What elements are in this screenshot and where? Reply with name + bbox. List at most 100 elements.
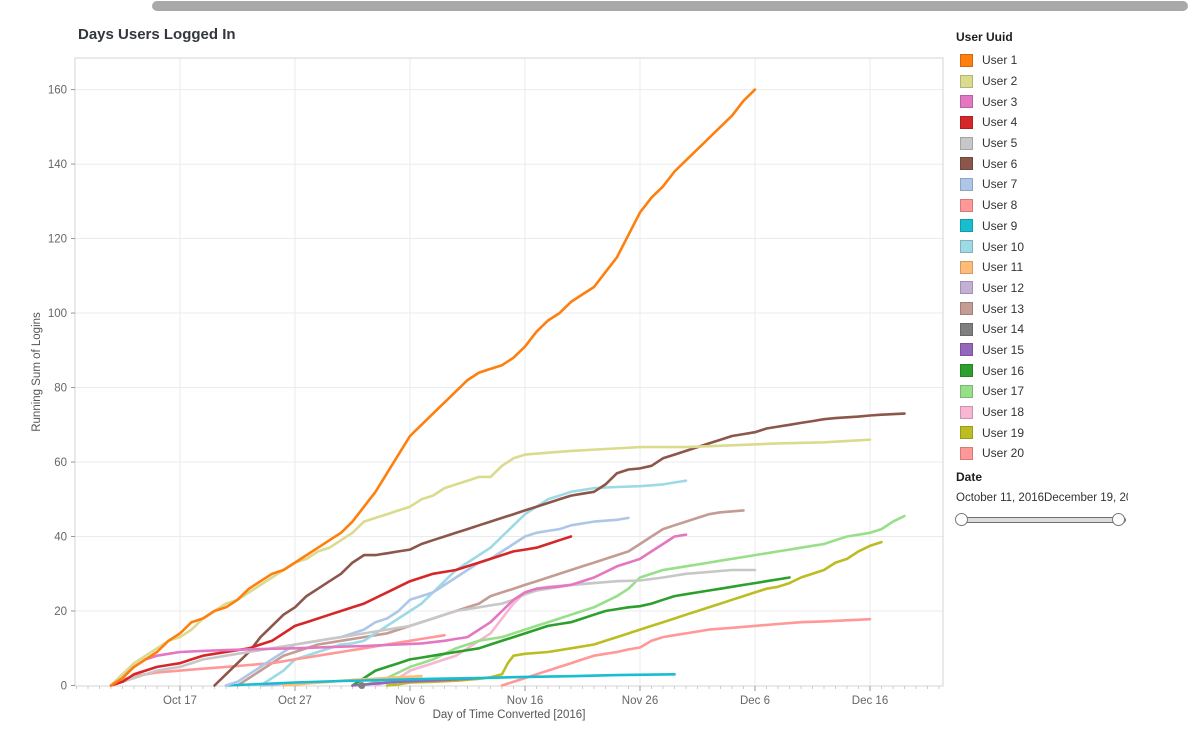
legend-swatch-icon	[960, 343, 973, 357]
legend-swatch-icon	[960, 115, 973, 129]
svg-text:Dec 16: Dec 16	[852, 695, 888, 707]
legend-item-user-6[interactable]: User 6	[956, 153, 1146, 174]
series-line-user-20	[500, 617, 872, 687]
legend-item-label: User 14	[982, 322, 1025, 337]
legend-swatch-icon	[960, 74, 973, 88]
legend-item-user-1[interactable]: User 1	[956, 50, 1146, 71]
series-line-user-9	[224, 672, 676, 687]
legend-swatch-icon	[960, 136, 973, 150]
legend-title: User Uuid	[956, 30, 1013, 44]
series-line-user-19	[385, 540, 883, 687]
svg-text:0: 0	[61, 681, 67, 693]
svg-text:60: 60	[54, 457, 67, 469]
legend-item-user-10[interactable]: User 10	[956, 236, 1146, 257]
legend-item-user-4[interactable]: User 4	[956, 112, 1146, 133]
legend-item-label: User 2	[982, 74, 1018, 89]
svg-text:Day of Time Converted [2016]: Day of Time Converted [2016]	[433, 709, 586, 721]
legend-item-user-5[interactable]: User 5	[956, 133, 1146, 154]
page-title: Days Users Logged In	[78, 26, 236, 43]
legend-item-user-14[interactable]: User 14	[956, 319, 1146, 340]
svg-text:Dec 6: Dec 6	[740, 695, 770, 707]
legend-item-label: User 16	[982, 363, 1025, 378]
series-line-user-3	[109, 533, 688, 687]
legend-item-user-13[interactable]: User 13	[956, 298, 1146, 319]
legend-item-user-8[interactable]: User 8	[956, 195, 1146, 216]
legend-swatch-icon	[960, 260, 973, 274]
legend-item-label: User 13	[982, 301, 1025, 316]
date-filter-title: Date	[956, 470, 983, 484]
legend-item-label: User 12	[982, 280, 1025, 295]
date-range-start-label: October 11, 2016	[956, 492, 1045, 504]
legend-item-label: User 20	[982, 446, 1025, 461]
legend-swatch-icon	[960, 240, 973, 254]
legend-item-label: User 19	[982, 425, 1025, 440]
date-slider-handle-left[interactable]	[955, 513, 968, 526]
legend: User Uuid User 1 User 2 User 3 User 4 User 5…	[956, 30, 1146, 464]
series-line-user-1	[109, 88, 757, 687]
legend-item-label: User 17	[982, 384, 1025, 399]
legend-item-label: User 10	[982, 239, 1025, 254]
series-line-user-2	[109, 438, 872, 687]
svg-text:Nov 6: Nov 6	[395, 695, 425, 707]
legend-swatch-icon	[960, 322, 973, 336]
svg-text:40: 40	[54, 532, 67, 544]
legend-item-user-20[interactable]: User 20	[956, 443, 1146, 464]
legend-item-label: User 6	[982, 156, 1018, 171]
legend-item-user-9[interactable]: User 9	[956, 216, 1146, 237]
svg-text:Nov 26: Nov 26	[622, 695, 658, 707]
svg-text:140: 140	[48, 159, 67, 171]
legend-item-label: User 4	[982, 115, 1018, 130]
svg-text:Running Sum of Logins: Running Sum of Logins	[31, 312, 43, 432]
legend-swatch-icon	[960, 95, 973, 109]
legend-item-user-11[interactable]: User 11	[956, 257, 1146, 278]
legend-item-user-3[interactable]: User 3	[956, 91, 1146, 112]
svg-text:80: 80	[54, 383, 67, 395]
legend-item-label: User 5	[982, 136, 1018, 151]
svg-text:Nov 16: Nov 16	[507, 695, 543, 707]
legend-item-label: User 3	[982, 94, 1018, 109]
legend-swatch-icon	[960, 426, 973, 440]
legend-item-label: User 1	[982, 53, 1018, 68]
legend-swatch-icon	[960, 281, 973, 295]
legend-swatch-icon	[960, 384, 973, 398]
svg-text:100: 100	[48, 308, 67, 320]
legend-swatch-icon	[960, 177, 973, 191]
series-line-user-16	[351, 576, 791, 687]
svg-text:Oct 17: Oct 17	[163, 695, 197, 707]
legend-item-user-2[interactable]: User 2	[956, 71, 1146, 92]
legend-swatch-icon	[960, 198, 973, 212]
legend-swatch-icon	[960, 302, 973, 316]
series-line-user-4	[109, 535, 573, 687]
legend-item-user-12[interactable]: User 12	[956, 278, 1146, 299]
svg-text:120: 120	[48, 234, 67, 246]
legend-swatch-icon	[960, 53, 973, 67]
legend-item-user-17[interactable]: User 17	[956, 381, 1146, 402]
svg-text:20: 20	[54, 606, 67, 618]
legend-swatch-icon	[960, 157, 973, 171]
legend-swatch-icon	[960, 364, 973, 378]
svg-text:160: 160	[48, 85, 67, 97]
series-line-user-17	[362, 514, 906, 687]
series-line-user-5	[109, 568, 757, 687]
legend-item-user-16[interactable]: User 16	[956, 360, 1146, 381]
date-slider-track[interactable]	[956, 517, 1126, 523]
date-range-slider	[955, 513, 1126, 527]
horizontal-scrollbar-thumb[interactable]	[152, 1, 1188, 11]
series-line-user-8	[109, 633, 446, 687]
legend-swatch-icon	[960, 446, 973, 460]
date-range-end-label: December 19, 20	[1044, 492, 1128, 504]
legend-item-label: User 15	[982, 342, 1025, 357]
legend-item-user-19[interactable]: User 19	[956, 422, 1146, 443]
legend-item-user-15[interactable]: User 15	[956, 340, 1146, 361]
legend-item-user-18[interactable]: User 18	[956, 402, 1146, 423]
date-filter: Date October 11, 2016 December 19, 20	[955, 470, 1136, 527]
legend-item-user-7[interactable]: User 7	[956, 174, 1146, 195]
legend-item-label: User 11	[982, 260, 1024, 275]
date-filter-range-labels: October 11, 2016 December 19, 20	[956, 492, 1128, 504]
series-point-user-14	[358, 682, 366, 689]
date-slider-handle-right[interactable]	[1112, 513, 1125, 526]
legend-item-label: User 7	[982, 177, 1018, 192]
svg-text:Oct 27: Oct 27	[278, 695, 312, 707]
legend-items: User 1 User 2 User 3 User 4 User 5 User 6 User…	[956, 50, 1146, 464]
